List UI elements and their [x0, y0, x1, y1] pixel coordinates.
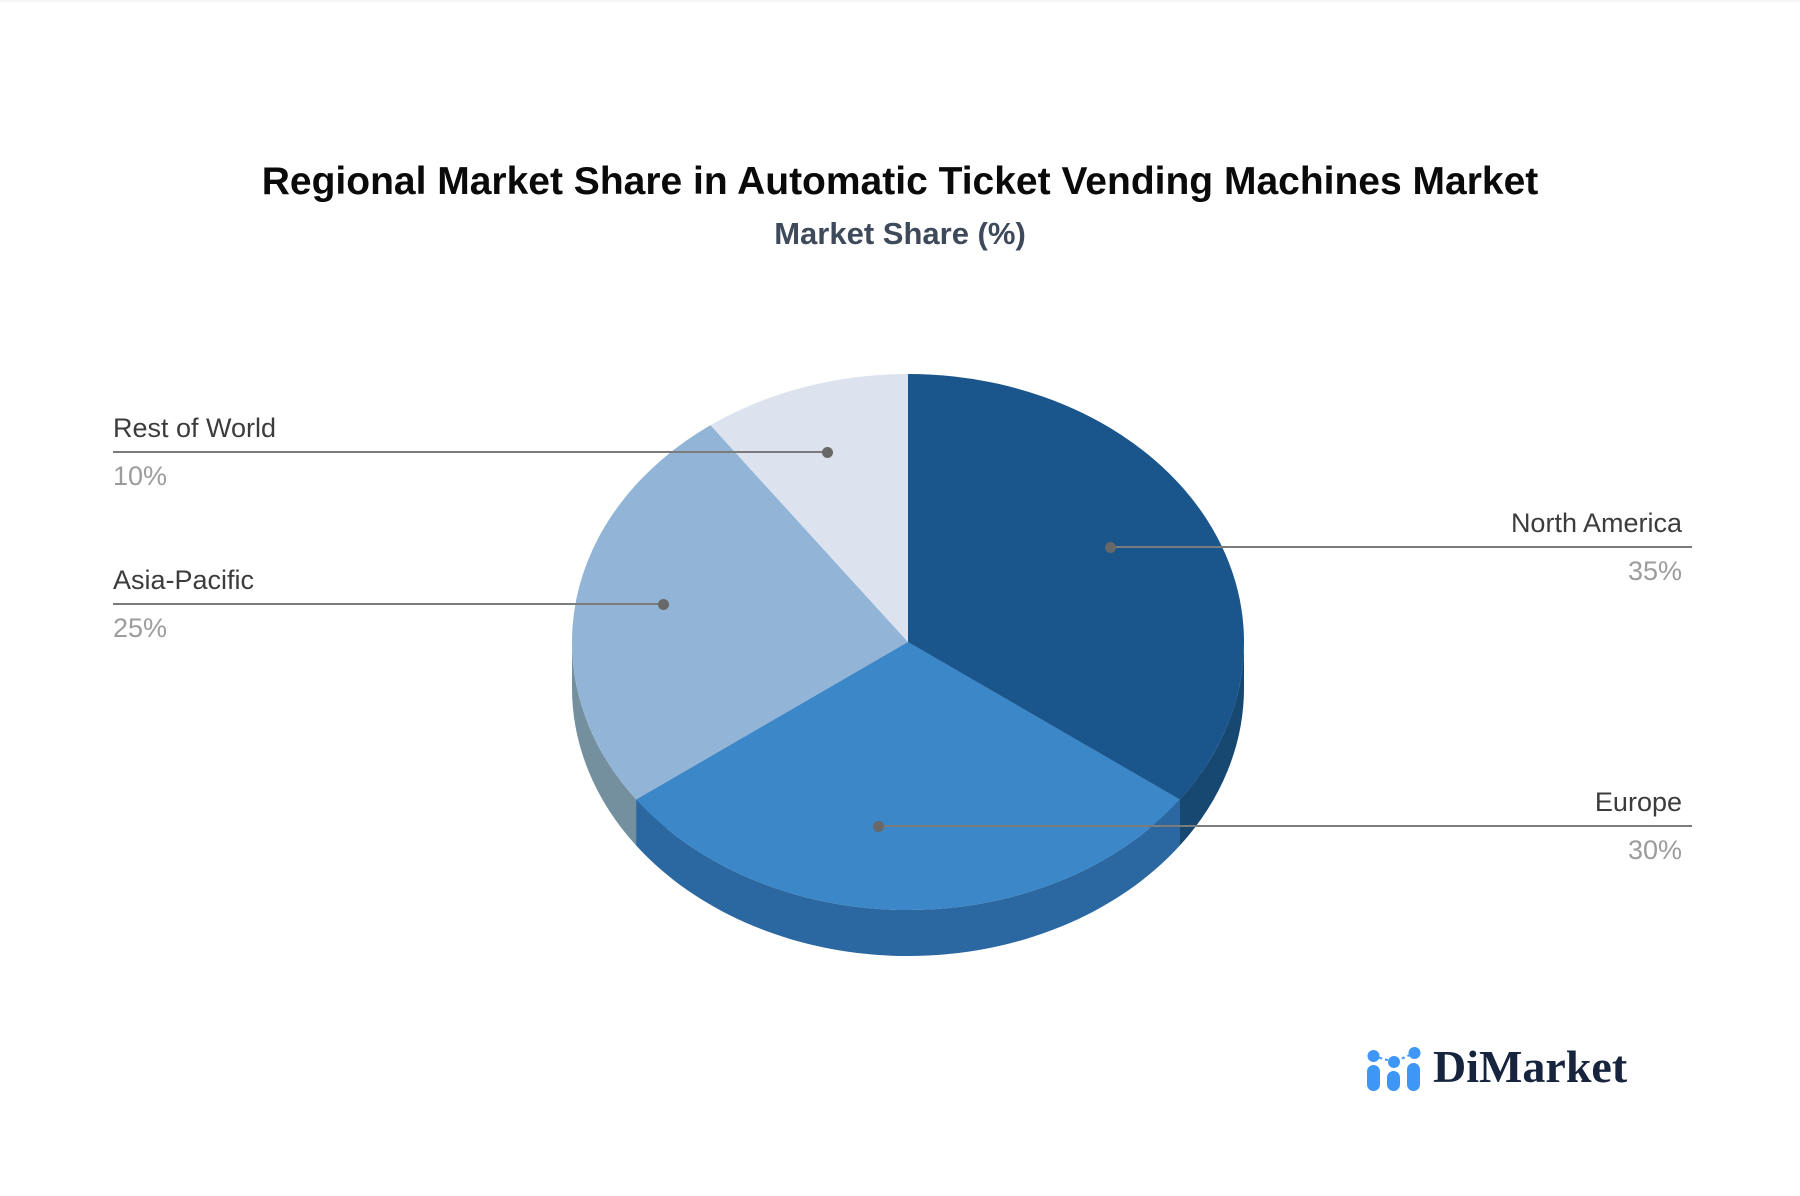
chart-title: Regional Market Share in Automatic Ticke… [261, 160, 1539, 204]
pie-slice-side-north-america [1179, 642, 1245, 846]
callout-asia-pacific: Asia-Pacific 25% [113, 565, 669, 644]
slice-value: 35% [1627, 556, 1682, 586]
top-edge [0, 0, 1800, 2]
leader-dot [821, 446, 833, 458]
callout-europe: Europe 30% [872, 787, 1692, 866]
chart-subtitle: Market Share (%) [774, 215, 1026, 251]
leader-dot [872, 820, 884, 832]
slice-value: 25% [113, 613, 168, 643]
callout-rest-of-world: Rest of World 10% [113, 413, 833, 492]
leader-line [113, 598, 669, 610]
slice-label: Rest of World [113, 413, 277, 443]
slice-value: 30% [1627, 835, 1682, 865]
slice-label: North America [1510, 508, 1682, 538]
pie-slice-europe[interactable] [636, 642, 1180, 911]
pie-slice-side-asia-pacific [572, 642, 637, 846]
leader-dot [657, 598, 669, 610]
callout-north-america: North America 35% [1104, 508, 1692, 587]
pie-slice-rest-of-world[interactable] [710, 374, 909, 642]
brand-logo: DiMarket [1363, 1040, 1627, 1096]
slice-value: 10% [113, 461, 168, 491]
leader-dot [1104, 541, 1116, 553]
logo-text: DiMarket [1433, 1041, 1628, 1092]
pie-slice-asia-pacific[interactable] [571, 425, 908, 800]
leader-line [1104, 541, 1692, 553]
pie-slice-north-america[interactable] [908, 374, 1245, 800]
pie-slice-side-europe [636, 799, 1180, 957]
slice-label: Europe [1594, 787, 1682, 817]
slice-label: Asia-Pacific [113, 565, 255, 595]
bar-chart-trend-icon [1367, 1047, 1421, 1091]
leader-line [113, 446, 833, 458]
leader-line [872, 820, 1692, 832]
